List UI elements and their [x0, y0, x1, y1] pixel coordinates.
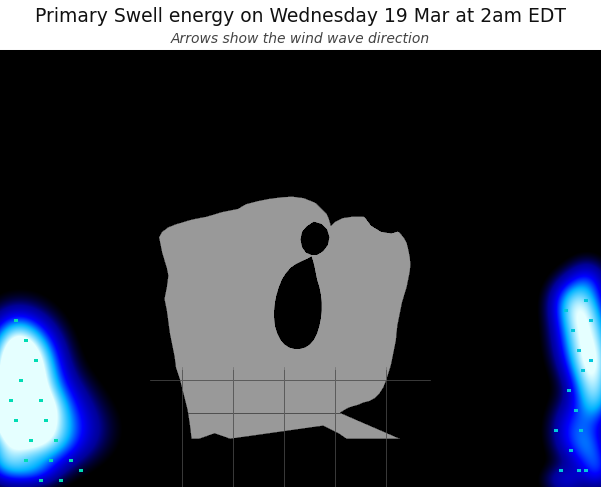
- Text: Arrows show the wind wave direction: Arrows show the wind wave direction: [171, 32, 430, 46]
- Text: Primary Swell energy on Wednesday 19 Mar at 2am EDT: Primary Swell energy on Wednesday 19 Mar…: [35, 6, 566, 25]
